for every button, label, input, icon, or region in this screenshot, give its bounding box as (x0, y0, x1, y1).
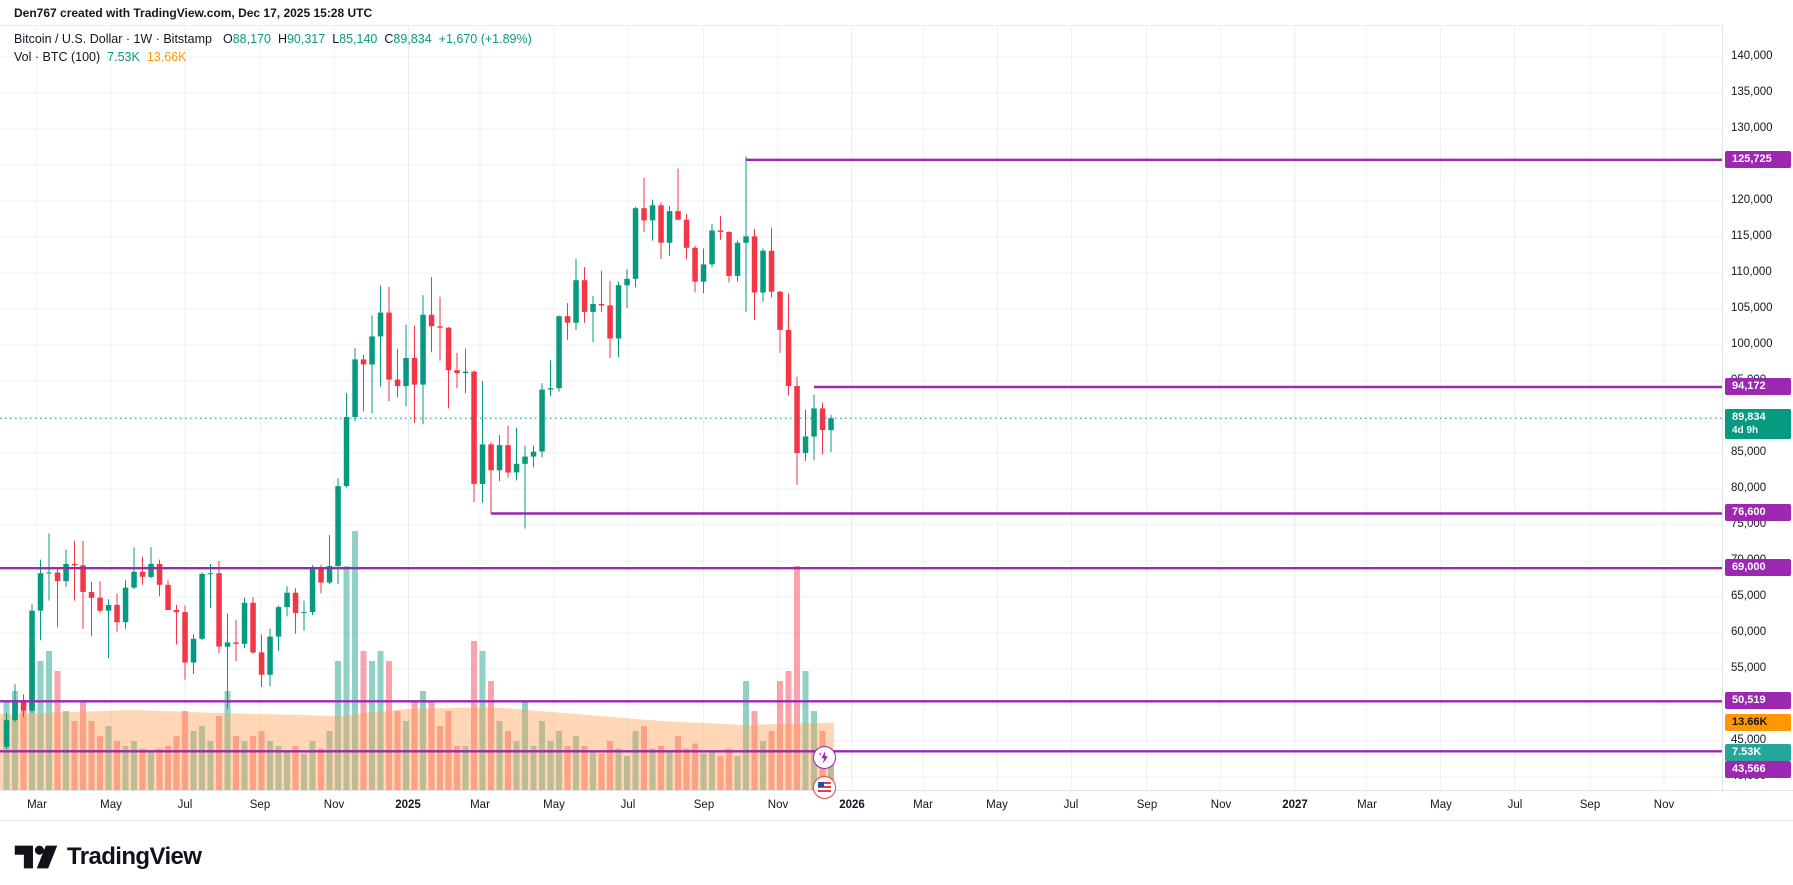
change-value: +1,670 (+1.89%) (438, 32, 532, 46)
volume-value-badge[interactable]: 7.53K (1725, 744, 1791, 761)
low-value: 85,140 (339, 32, 378, 46)
us-economic-event-icon[interactable] (813, 776, 836, 799)
price-tick-label: 130,000 (1731, 122, 1773, 134)
time-tick-month: Nov (323, 799, 345, 811)
price-tick-label: 45,000 (1731, 734, 1767, 746)
price-tick-label: 115,000 (1731, 230, 1772, 242)
price-tick-label: 65,000 (1731, 590, 1767, 602)
chart-legend: Bitcoin / U.S. Dollar · 1W · Bitstamp O8… (14, 30, 532, 66)
low-label: L (332, 32, 340, 46)
high-value: 90,317 (286, 32, 326, 46)
open-value: 88,170 (232, 32, 271, 46)
volume-legend-row[interactable]: Vol · BTC (100) 7.53K 13.66K (14, 48, 532, 66)
us-flag-icon (818, 782, 831, 793)
time-tick-month: May (1430, 799, 1452, 811)
price-tick-label: 120,000 (1731, 194, 1773, 206)
time-tick-month: Sep (1136, 799, 1158, 811)
close-value: 89,834 (393, 32, 432, 46)
tradingview-wordmark: TradingView (67, 843, 202, 870)
price-tick-label: 105,000 (1731, 302, 1773, 314)
time-axis[interactable]: Mar May Jul Sep Nov 2025 Mar May Jul Sep Nov 2026 Ma… (0, 790, 1793, 821)
last-price-badge[interactable]: 89,834 4d 9h (1725, 409, 1791, 439)
price-chart-canvas[interactable] (0, 26, 1722, 822)
volume-ma-badge[interactable]: 13.66K (1725, 714, 1791, 731)
high-label: H (277, 32, 287, 46)
time-tick-year: 2025 (395, 799, 421, 811)
time-tick-month: Jul (177, 799, 193, 811)
events-lightning-icon[interactable] (813, 746, 836, 769)
price-line-badge[interactable]: 125,725 (1725, 151, 1791, 168)
tradingview-logo-mark (14, 845, 58, 869)
price-line-badge[interactable]: 76,600 (1725, 504, 1791, 521)
time-tick-month: Jul (1507, 799, 1523, 811)
time-tick-year: 2026 (839, 799, 865, 811)
price-tick-label: 55,000 (1731, 662, 1767, 674)
time-tick-month: Nov (1210, 799, 1232, 811)
price-tick-label: 75,000 (1731, 518, 1767, 530)
tradingview-logo[interactable]: TradingView (14, 841, 202, 873)
attribution-text: Den767 created with TradingView.com, Dec… (14, 6, 373, 20)
time-tick-month: May (100, 799, 122, 811)
time-tick-year: 2027 (1282, 799, 1308, 811)
time-tick-month: Nov (767, 799, 789, 811)
open-label: O (222, 32, 233, 46)
price-tick-label: 60,000 (1731, 626, 1767, 638)
price-tick-label: 80,000 (1731, 482, 1767, 494)
time-tick-month: Jul (1063, 799, 1079, 811)
symbol-legend-row[interactable]: Bitcoin / U.S. Dollar · 1W · Bitstamp O8… (14, 30, 532, 48)
price-tick-label: 85,000 (1731, 446, 1767, 458)
volume-ma-value: 13.66K (146, 50, 187, 64)
volume-current-value: 7.53K (107, 50, 140, 64)
time-tick-month: Jul (620, 799, 636, 811)
price-tick-label: 135,000 (1731, 86, 1773, 98)
time-tick-month: Mar (913, 799, 933, 811)
time-tick-month: May (543, 799, 565, 811)
price-line-badge[interactable]: 69,000 (1725, 559, 1791, 576)
volume-indicator-label[interactable]: Vol · BTC (100) (14, 50, 101, 64)
price-tick-label: 110,000 (1731, 266, 1772, 278)
symbol-title[interactable]: Bitcoin / U.S. Dollar · 1W · Bitstamp (14, 32, 212, 46)
lightning-glyph (818, 751, 828, 764)
time-tick-month: Mar (470, 799, 490, 811)
close-label: C (384, 32, 394, 46)
time-tick-month: Sep (693, 799, 715, 811)
time-tick-month: Sep (1579, 799, 1601, 811)
chart-pane[interactable] (0, 25, 1793, 821)
time-tick-month: Mar (1357, 799, 1377, 811)
time-tick-month: Sep (249, 799, 271, 811)
time-tick-month: Nov (1653, 799, 1675, 811)
price-line-badge[interactable]: 50,519 (1725, 692, 1791, 709)
time-tick-month: May (986, 799, 1008, 811)
price-line-badge[interactable]: 94,172 (1725, 378, 1791, 395)
price-axis[interactable]: 140,000 135,000 130,000 120,000 115,000 110,0… (1722, 25, 1793, 790)
price-line-badge[interactable]: 43,566 (1725, 761, 1791, 778)
price-tick-label: 100,000 (1731, 338, 1773, 350)
time-tick-month: Mar (27, 799, 47, 811)
price-tick-label: 140,000 (1731, 50, 1773, 62)
